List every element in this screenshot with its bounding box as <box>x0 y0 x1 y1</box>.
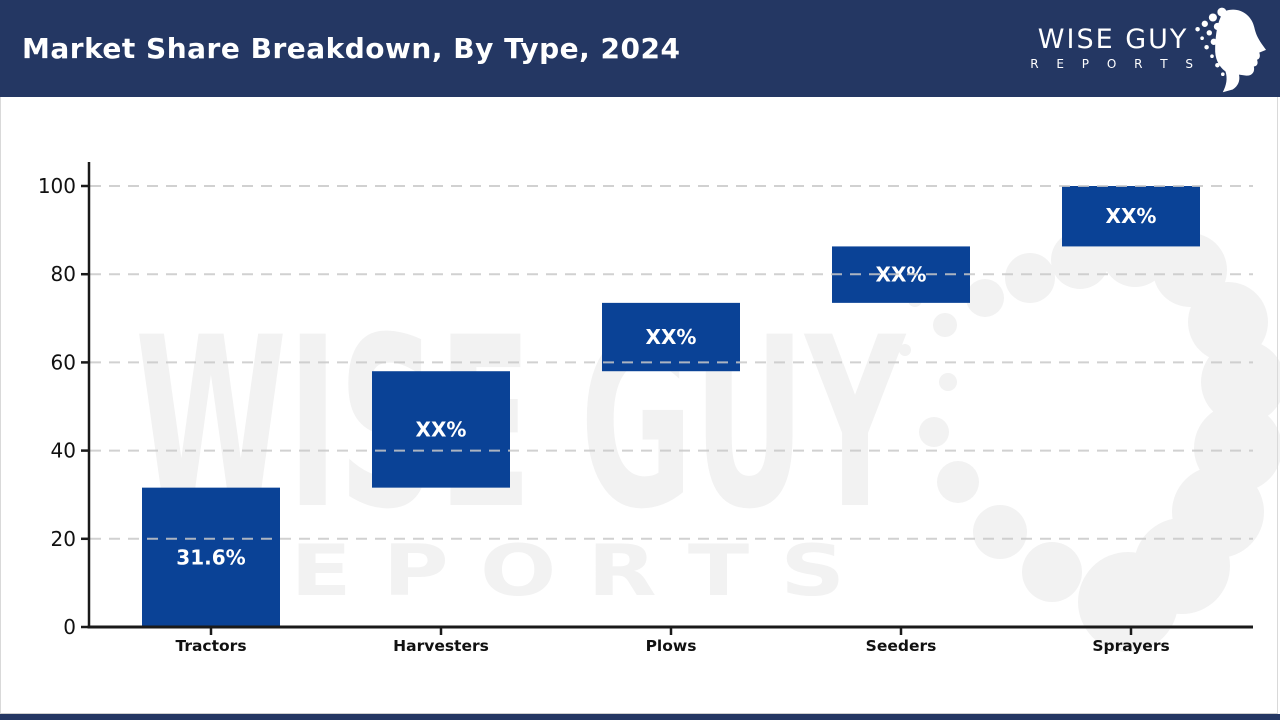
footer-bar <box>0 714 1280 720</box>
y-tick-label-40: 40 <box>51 439 76 463</box>
x-category-label-seeders: Seeders <box>866 637 937 655</box>
watermark-dot <box>1022 542 1082 602</box>
bar-plows <box>602 302 740 372</box>
y-tick-label-20: 20 <box>51 527 76 551</box>
x-category-label-sprayers: Sprayers <box>1092 637 1169 655</box>
logo-head-icon <box>1195 7 1266 92</box>
bar-label-tractors: 31.6% <box>176 545 245 569</box>
bar-label-harvesters: XX% <box>416 417 467 441</box>
x-category-label-tractors: Tractors <box>175 637 246 655</box>
watermark-dot <box>919 417 949 447</box>
watermark-dot <box>966 279 1004 317</box>
watermark-subtext: R E P O R T S <box>190 530 845 612</box>
x-category-label-harvesters: Harvesters <box>393 637 489 655</box>
watermark-dot <box>933 313 957 337</box>
x-category-label-plows: Plows <box>646 637 697 655</box>
y-tick-label-100: 100 <box>38 174 76 198</box>
bar-label-sprayers: XX% <box>1106 204 1157 228</box>
watermark-dot <box>937 461 979 503</box>
y-tick-label-80: 80 <box>51 262 76 286</box>
logo-subtext: R E P O R T S <box>1030 56 1200 71</box>
bar-sprayers <box>1062 186 1200 247</box>
logo-wordmark: WISE GUY <box>1037 24 1189 56</box>
y-tick-label-60: 60 <box>51 350 76 374</box>
bar-harvesters <box>372 371 510 488</box>
y-tick-label-0: 0 <box>63 615 76 639</box>
bar-tractors <box>142 487 280 627</box>
watermark-dot <box>1201 340 1280 424</box>
watermark-dot <box>939 373 957 391</box>
page-title: Market Share Breakdown, By Type, 2024 <box>22 32 681 65</box>
logo-text: WISE GUY R E P O R T S <box>1026 24 1200 71</box>
content-frame <box>0 97 1278 714</box>
bar-label-plows: XX% <box>646 325 697 349</box>
watermark-dot <box>973 505 1027 559</box>
watermark-dot <box>899 344 911 356</box>
watermark-dot <box>1005 253 1055 303</box>
logo: WISE GUY R E P O R T S <box>1026 4 1266 94</box>
header: Market Share Breakdown, By Type, 2024 WI… <box>0 0 1280 97</box>
